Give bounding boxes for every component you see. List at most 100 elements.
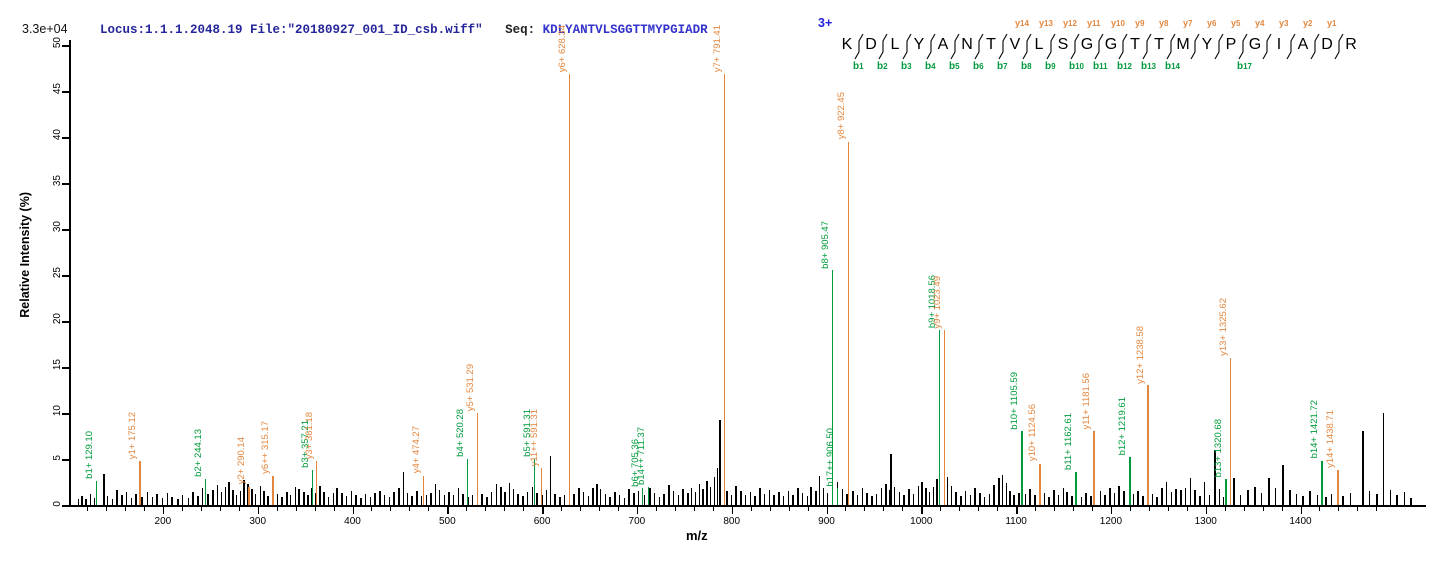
- noise-peak: [702, 489, 704, 505]
- ladder-b-ion-label: b14: [1165, 61, 1181, 72]
- x-tick-minor: [712, 506, 714, 511]
- x-tick-minor: [371, 506, 373, 511]
- noise-peak: [1362, 431, 1364, 505]
- y-tick: [62, 505, 69, 507]
- noise-peak: [106, 495, 109, 505]
- noise-peak: [197, 495, 199, 505]
- noise-peak: [573, 493, 575, 505]
- noise-peak: [698, 483, 701, 505]
- x-tick-minor: [883, 506, 885, 511]
- x-tick-label: 1300: [1194, 516, 1217, 527]
- fragmentation-mark: [1333, 33, 1345, 65]
- noise-peak: [111, 498, 114, 505]
- fragmentation-mark: [1045, 33, 1057, 65]
- fragmentation-mark: [973, 33, 985, 65]
- fragment-peak-label: b17++ 906.50: [824, 427, 836, 487]
- x-tick-major: [542, 506, 544, 514]
- noise-peak: [536, 493, 538, 505]
- x-tick-label: 800: [723, 516, 741, 527]
- x-tick-label: 600: [533, 516, 551, 527]
- noise-peak: [1118, 485, 1120, 505]
- fragment-peak-b: [836, 488, 839, 505]
- ladder-residue: G: [1080, 36, 1094, 53]
- x-tick-minor: [504, 506, 506, 511]
- noise-peak: [336, 488, 338, 505]
- y-tick-label: 10: [52, 405, 63, 417]
- fragment-peak-label: y14+ 1438.71: [1325, 410, 1337, 469]
- noise-peak: [682, 489, 684, 505]
- noise-peak: [298, 489, 300, 505]
- noise-peak: [187, 497, 190, 505]
- noise-peak: [893, 486, 896, 505]
- x-tick-minor: [902, 506, 904, 511]
- noise-peak: [151, 496, 154, 505]
- ladder-b-ion-label: b4: [925, 61, 936, 72]
- noise-peak: [512, 489, 515, 505]
- noise-peak: [1410, 497, 1412, 505]
- x-tick-minor: [1035, 506, 1037, 511]
- fragment-peak-b: [1225, 479, 1227, 505]
- noise-peak: [885, 483, 887, 505]
- noise-peak: [327, 496, 330, 505]
- fragmentation-mark: [853, 33, 865, 65]
- noise-peak: [917, 485, 919, 505]
- noise-peak: [787, 491, 790, 505]
- charge-state-label: 3+: [818, 16, 833, 30]
- noise-peak: [207, 493, 209, 505]
- x-tick-minor: [295, 506, 297, 511]
- fragmentation-mark: [925, 33, 937, 65]
- noise-peak: [1282, 464, 1284, 505]
- x-tick-minor: [1281, 506, 1283, 511]
- noise-peak: [614, 492, 616, 505]
- x-tick-minor: [466, 506, 468, 511]
- noise-peak: [1142, 495, 1144, 505]
- noise-peak: [1090, 495, 1092, 505]
- noise-peak: [341, 493, 343, 505]
- ladder-residue: T: [986, 36, 996, 53]
- noise-peak: [121, 494, 123, 505]
- noise-peak: [759, 488, 761, 505]
- ladder-residue: V: [1009, 36, 1021, 53]
- sequence-text: KDLYANTVLSGGTTMYPGIADR: [542, 23, 708, 37]
- fragment-peak-label: y9+ 1023.49: [931, 275, 943, 329]
- noise-peak: [457, 488, 460, 505]
- fragment-peak-y: [1039, 463, 1041, 505]
- noise-peak: [1194, 490, 1196, 505]
- fragment-peak-b: [938, 330, 941, 505]
- noise-peak: [319, 485, 321, 505]
- fragmentation-mark: [1117, 33, 1129, 65]
- fragmentation-mark: [1189, 33, 1201, 65]
- noise-peak: [486, 496, 488, 505]
- noise-peak: [393, 492, 395, 505]
- ladder-residue: R: [1345, 36, 1357, 53]
- noise-peak: [871, 495, 873, 505]
- fragmentation-mark: [1309, 33, 1321, 65]
- ladder-y-ion-label: y1: [1327, 18, 1337, 28]
- noise-peak: [402, 471, 405, 505]
- noise-peak: [1043, 493, 1046, 505]
- noise-peak: [232, 490, 234, 505]
- noise-peak: [889, 490, 891, 505]
- noise-peak: [754, 495, 756, 505]
- noise-peak: [815, 491, 817, 505]
- x-axis-line: [69, 505, 1426, 507]
- noise-peak: [1274, 488, 1277, 505]
- noise-peak: [212, 490, 214, 505]
- noise-peak: [1137, 491, 1139, 505]
- y-tick-label: 30: [52, 221, 63, 233]
- noise-peak: [355, 494, 357, 505]
- noise-peak: [406, 493, 409, 505]
- x-tick-label: 1200: [1099, 516, 1123, 527]
- x-axis-title: m/z: [686, 528, 708, 543]
- y-tick-label: 15: [52, 359, 63, 371]
- noise-peak: [388, 496, 391, 505]
- x-tick-label: 1000: [910, 516, 933, 527]
- noise-peak: [1218, 489, 1221, 505]
- noise-peak: [103, 473, 105, 505]
- noise-peak: [443, 494, 445, 505]
- noise-peak: [263, 491, 265, 505]
- ladder-residue: G: [1104, 36, 1118, 53]
- noise-peak: [856, 494, 859, 505]
- x-tick-label: 900: [818, 516, 835, 527]
- noise-peak: [289, 494, 292, 505]
